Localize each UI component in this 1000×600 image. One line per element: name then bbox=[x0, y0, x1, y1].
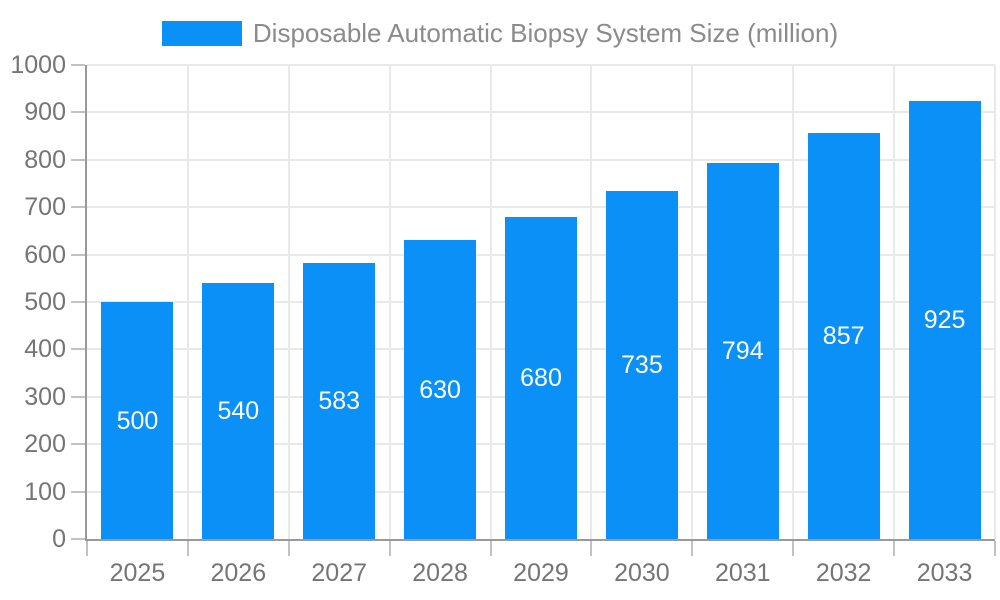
x-tick-mark bbox=[691, 541, 694, 556]
x-gridline bbox=[388, 65, 391, 539]
y-tick-label: 700 bbox=[24, 193, 66, 222]
y-tick-label: 1000 bbox=[10, 51, 66, 79]
bar-value-label: 794 bbox=[721, 336, 764, 365]
y-tick-mark bbox=[71, 206, 85, 209]
bar-value-label: 857 bbox=[822, 321, 865, 350]
x-gridline bbox=[186, 65, 189, 539]
y-gridline bbox=[87, 158, 995, 161]
x-tick-label-2031: 2031 bbox=[714, 559, 771, 587]
x-gridline bbox=[893, 65, 896, 539]
y-gridline bbox=[87, 206, 995, 209]
x-gridline bbox=[287, 65, 290, 539]
x-gridline bbox=[994, 65, 996, 539]
y-tick-mark bbox=[71, 301, 85, 303]
y-gridline bbox=[87, 111, 995, 114]
y-gridline bbox=[87, 64, 995, 66]
bar-2031[interactable]: 794 bbox=[706, 162, 779, 539]
x-tick-mark bbox=[792, 541, 795, 556]
legend-swatch bbox=[161, 21, 242, 46]
x-tick-mark bbox=[388, 541, 391, 556]
y-tick-label: 600 bbox=[24, 240, 66, 269]
bar-value-label: 925 bbox=[923, 305, 966, 334]
y-tick-label: 300 bbox=[24, 382, 66, 411]
x-tick-mark bbox=[994, 541, 996, 556]
x-tick-label-2027: 2027 bbox=[311, 559, 368, 587]
y-tick-mark bbox=[71, 395, 85, 398]
y-tick-mark bbox=[71, 253, 85, 256]
bar-2032[interactable]: 857 bbox=[807, 132, 880, 539]
x-tick-mark bbox=[86, 541, 88, 556]
y-tick-mark bbox=[71, 348, 85, 351]
x-tick-label-2030: 2030 bbox=[614, 559, 670, 587]
y-tick-label: 500 bbox=[24, 288, 66, 316]
legend[interactable]: Disposable Automatic Biopsy System Size … bbox=[0, 18, 1000, 49]
x-tick-label-2028: 2028 bbox=[412, 559, 468, 587]
bar-2030[interactable]: 735 bbox=[605, 190, 678, 539]
bar-value-label: 583 bbox=[318, 386, 361, 415]
bar-2033[interactable]: 925 bbox=[908, 100, 981, 539]
y-tick-mark bbox=[71, 443, 85, 446]
bar-value-label: 680 bbox=[520, 363, 562, 392]
x-gridline bbox=[792, 65, 795, 539]
y-tick-label: 200 bbox=[24, 430, 66, 459]
x-tick-mark bbox=[893, 541, 896, 556]
bar-2025[interactable]: 500 bbox=[101, 302, 174, 539]
y-tick-label: 800 bbox=[24, 145, 66, 174]
bar-value-label: 500 bbox=[116, 406, 159, 435]
x-gridline bbox=[590, 65, 593, 539]
y-tick-label: 0 bbox=[52, 525, 66, 553]
y-tick-label: 400 bbox=[24, 335, 66, 364]
x-tick-label-2026: 2026 bbox=[210, 559, 267, 587]
bar-2026[interactable]: 540 bbox=[202, 283, 275, 539]
bar-value-label: 540 bbox=[217, 397, 260, 426]
y-tick-mark bbox=[71, 490, 85, 493]
y-tick-label: 100 bbox=[24, 477, 66, 506]
x-tick-mark bbox=[590, 541, 593, 556]
plot-area: 0 100 200 300 400 500 600 700 800 900 1000 500 2025 5… bbox=[10, 51, 996, 587]
x-gridline bbox=[489, 65, 492, 539]
bar-2029[interactable]: 680 bbox=[505, 216, 577, 539]
x-tick-mark bbox=[489, 541, 492, 556]
bar-value-label: 630 bbox=[419, 375, 461, 404]
x-tick-mark bbox=[287, 541, 290, 556]
x-tick-label-2033: 2033 bbox=[916, 559, 973, 587]
bar-value-label: 735 bbox=[621, 350, 663, 379]
bar-2027[interactable]: 583 bbox=[303, 262, 376, 539]
y-tick-mark bbox=[71, 538, 85, 540]
bar-2028[interactable]: 630 bbox=[404, 240, 477, 539]
x-tick-mark bbox=[186, 541, 189, 556]
x-tick-label-2032: 2032 bbox=[815, 559, 872, 587]
legend-label: Disposable Automatic Biopsy System Size … bbox=[252, 18, 839, 48]
y-tick-mark bbox=[71, 64, 85, 66]
y-tick-mark bbox=[71, 111, 85, 114]
x-tick-label-2025: 2025 bbox=[109, 559, 166, 587]
y-tick-mark bbox=[71, 158, 85, 161]
x-tick-label-2029: 2029 bbox=[513, 559, 569, 587]
x-gridline bbox=[691, 65, 694, 539]
y-tick-label: 900 bbox=[24, 98, 66, 127]
